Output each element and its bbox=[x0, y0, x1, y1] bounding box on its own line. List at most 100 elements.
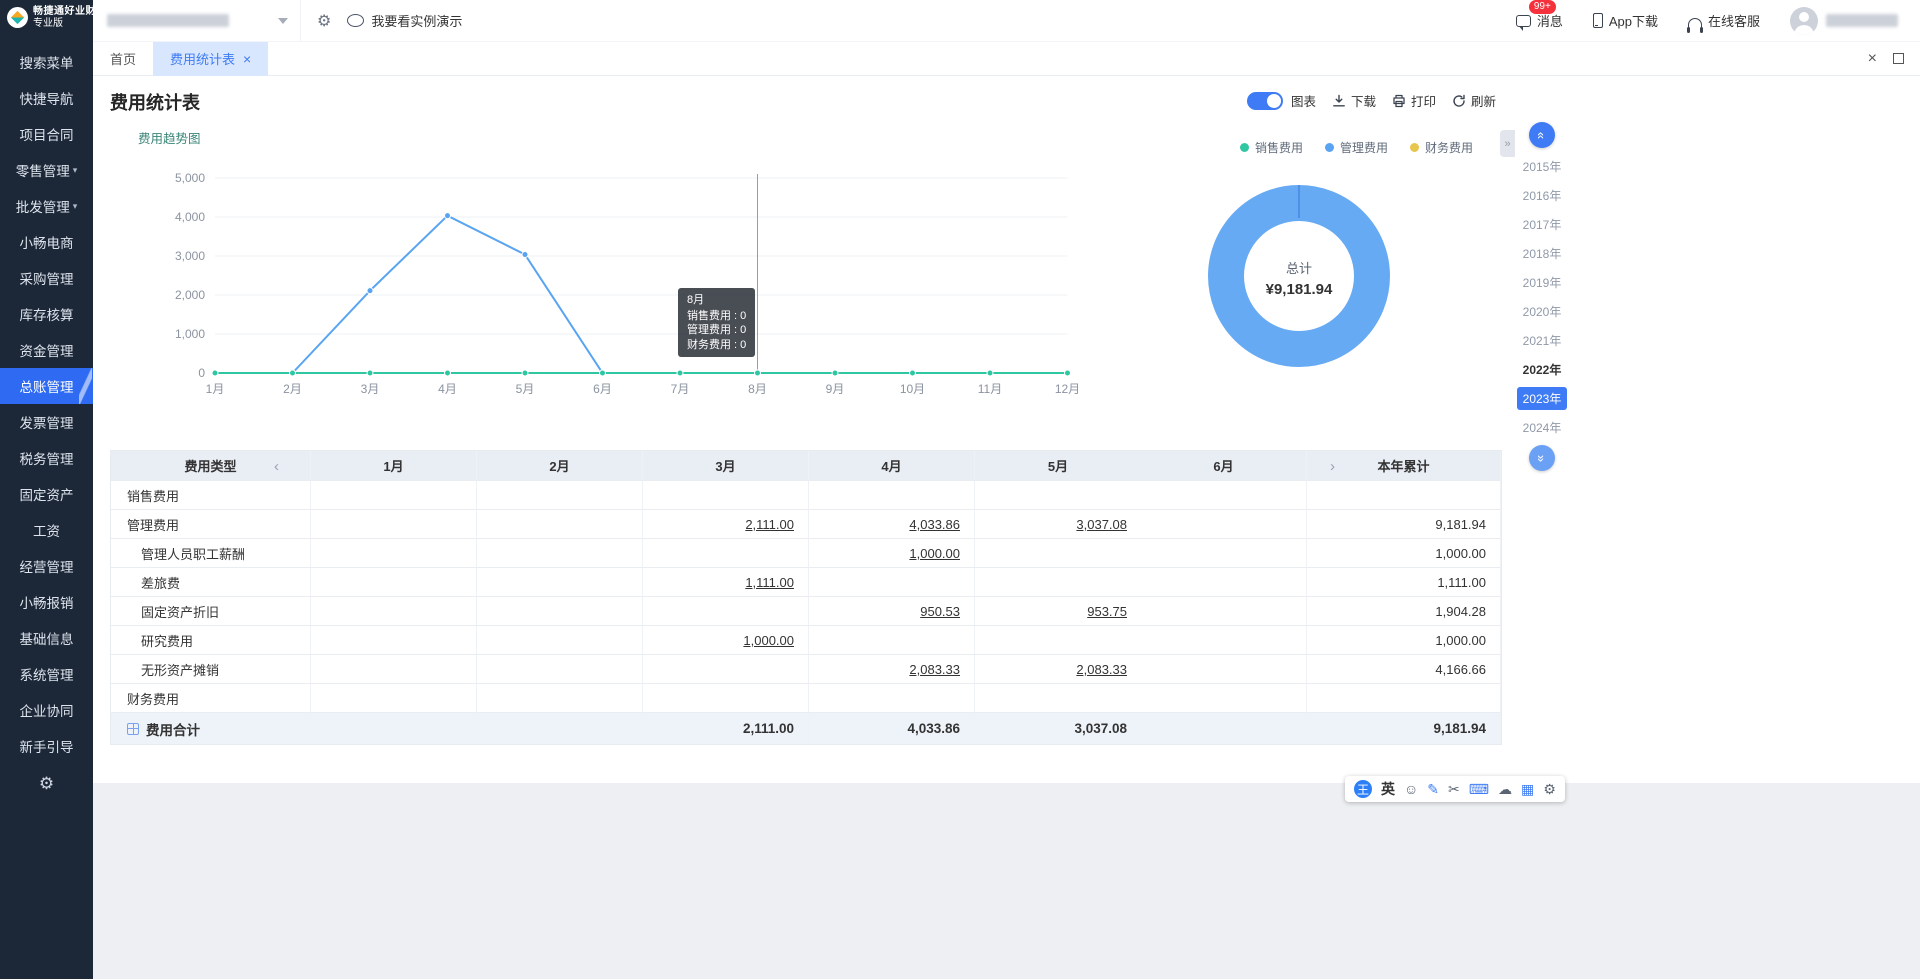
drill-link[interactable]: 2,111.00 bbox=[745, 516, 794, 532]
sidebar-item-13[interactable]: 工资 bbox=[0, 512, 93, 548]
download-icon bbox=[1333, 94, 1345, 106]
sidebar-item-label: 固定资产 bbox=[19, 488, 74, 503]
user-account[interactable] bbox=[1790, 6, 1898, 35]
online-service-label: 在线客服 bbox=[1707, 14, 1760, 29]
svg-text:4月: 4月 bbox=[438, 382, 457, 396]
year-item-9[interactable]: 2024年 bbox=[1515, 413, 1569, 442]
drill-link[interactable]: 2,083.33 bbox=[909, 661, 960, 677]
legend-item-1[interactable]: 管理费用 bbox=[1325, 139, 1388, 156]
drill-link[interactable]: 1,111.00 bbox=[745, 574, 794, 590]
year-item-6[interactable]: 2021年 bbox=[1515, 326, 1569, 355]
app-download-link[interactable]: App下载 bbox=[1592, 11, 1658, 30]
sidebar-item-17[interactable]: 系统管理 bbox=[0, 656, 93, 692]
year-item-label: 2019年 bbox=[1522, 276, 1562, 290]
user-avatar bbox=[1790, 6, 1818, 35]
smiley-icon[interactable]: ☺ bbox=[1404, 781, 1419, 797]
year-panel-collapse-handle[interactable]: » bbox=[1500, 130, 1515, 157]
sidebar-item-18[interactable]: 企业协同 bbox=[0, 692, 93, 728]
ime-mode-toggle[interactable]: 英 bbox=[1381, 781, 1395, 797]
drill-link[interactable]: 953.75 bbox=[1087, 603, 1127, 619]
download-button[interactable]: 下载 bbox=[1332, 91, 1376, 110]
ime-gear-icon[interactable]: ⚙ bbox=[1543, 781, 1556, 797]
sidebar-item-0[interactable]: 搜索菜单 bbox=[0, 44, 93, 80]
year-item-label: 2015年 bbox=[1522, 160, 1562, 174]
sidebar-item-9[interactable]: 总账管理 bbox=[0, 368, 93, 404]
year-item-8[interactable]: 2023年 bbox=[1515, 384, 1569, 413]
sidebar-item-12[interactable]: 固定资产 bbox=[0, 476, 93, 512]
legend-item-2[interactable]: 财务费用 bbox=[1410, 139, 1473, 156]
messages-link[interactable]: 消息 99+ bbox=[1515, 0, 1563, 31]
tab-home[interactable]: 首页 bbox=[93, 42, 153, 76]
year-item-label: 2023年 bbox=[1516, 387, 1568, 410]
sidebar-item-19[interactable]: 新手引导 bbox=[0, 728, 93, 764]
pen-icon[interactable]: ✎ bbox=[1427, 781, 1440, 797]
print-button[interactable]: 打印 bbox=[1392, 91, 1436, 110]
sidebar-item-6[interactable]: 采购管理 bbox=[0, 260, 93, 296]
online-service-link[interactable]: 在线客服 bbox=[1686, 11, 1760, 33]
year-item-0[interactable]: 2015年 bbox=[1515, 152, 1569, 181]
table-header-3: 3月 bbox=[643, 451, 809, 481]
year-item-3[interactable]: 2018年 bbox=[1515, 239, 1569, 268]
drill-link[interactable]: 2,083.33 bbox=[1076, 661, 1127, 677]
sidebar-gear-icon[interactable]: ⚙ bbox=[38, 774, 55, 793]
tab-expense-report[interactable]: 费用统计表 × bbox=[153, 41, 269, 76]
sidebar-item-1[interactable]: 快捷导航 bbox=[0, 80, 93, 116]
brand-name: 畅捷通好业财 bbox=[33, 6, 96, 17]
cloud-icon[interactable]: ☁ bbox=[1497, 781, 1512, 797]
table-footer-label-text: 费用合计 bbox=[146, 722, 200, 738]
close-tabs-icon[interactable]: × bbox=[1867, 49, 1877, 67]
sidebar-item-label: 企业协同 bbox=[19, 704, 74, 719]
chart-view-toggle[interactable] bbox=[1246, 91, 1283, 110]
app-download-label: App下载 bbox=[1608, 14, 1658, 29]
sidebar-item-15[interactable]: 小畅报销 bbox=[0, 584, 93, 620]
sidebar-item-7[interactable]: 库存核算 bbox=[0, 296, 93, 332]
table-cell-7-4 bbox=[975, 684, 1141, 713]
table-cell-2-0 bbox=[311, 539, 477, 568]
sidebar-item-14[interactable]: 经营管理 bbox=[0, 548, 93, 584]
drill-link[interactable]: 1,000.00 bbox=[743, 632, 794, 648]
table-footer-cell-3: 4,033.86 bbox=[809, 713, 975, 744]
year-item-5[interactable]: 2020年 bbox=[1515, 297, 1569, 326]
keyboard-icon[interactable]: ⌨ bbox=[1468, 781, 1489, 797]
year-item-7[interactable]: 2022年 bbox=[1515, 355, 1569, 384]
drill-link[interactable]: 1,000.00 bbox=[909, 545, 960, 561]
table-cell-1-4: 3,037.08 bbox=[975, 510, 1141, 539]
table-cell-4-4: 953.75 bbox=[975, 597, 1141, 626]
demo-link[interactable]: 我要看实例演示 bbox=[347, 11, 462, 30]
topbar-gear-icon[interactable]: ⚙ bbox=[317, 12, 332, 30]
drill-link[interactable]: 950.53 bbox=[920, 603, 960, 619]
refresh-button[interactable]: 刷新 bbox=[1452, 91, 1496, 110]
fullscreen-icon[interactable] bbox=[1893, 53, 1904, 64]
drill-link[interactable]: 4,033.86 bbox=[909, 516, 960, 532]
years-scroll-up-button[interactable]: « bbox=[1529, 122, 1555, 148]
scissors-icon[interactable]: ✂ bbox=[1448, 781, 1460, 797]
company-select[interactable] bbox=[93, 0, 301, 42]
years-scroll-down-button[interactable]: » bbox=[1529, 445, 1555, 471]
sidebar-item-5[interactable]: 小畅电商 bbox=[0, 224, 93, 260]
year-item-2[interactable]: 2017年 bbox=[1515, 210, 1569, 239]
sidebar-item-2[interactable]: 项目合同 bbox=[0, 116, 93, 152]
table-cell-4-0 bbox=[311, 597, 477, 626]
sidebar-item-11[interactable]: 税务管理 bbox=[0, 440, 93, 476]
year-item-1[interactable]: 2016年 bbox=[1515, 181, 1569, 210]
sidebar-item-label: 零售管理 bbox=[15, 164, 70, 179]
sidebar-item-16[interactable]: 基础信息 bbox=[0, 620, 93, 656]
sidebar-item-3[interactable]: 零售管理 ▾ bbox=[0, 152, 93, 188]
table-cell-6-2 bbox=[643, 655, 809, 684]
svg-text:6月: 6月 bbox=[593, 382, 612, 396]
table-row-label-6: 无形资产摊销 bbox=[111, 655, 311, 684]
year-item-4[interactable]: 2019年 bbox=[1515, 268, 1569, 297]
tab-close-icon[interactable]: × bbox=[243, 50, 252, 67]
sidebar-item-8[interactable]: 资金管理 bbox=[0, 332, 93, 368]
sidebar-item-10[interactable]: 发票管理 bbox=[0, 404, 93, 440]
legend-item-0[interactable]: 销售费用 bbox=[1240, 139, 1303, 156]
scroll-months-next-icon[interactable]: › bbox=[1330, 457, 1335, 475]
caret-down-icon: ▾ bbox=[72, 164, 78, 175]
scroll-months-prev-icon[interactable]: ‹ bbox=[274, 457, 279, 475]
page-controls: 图表 下载 打印 刷新 bbox=[1246, 91, 1496, 110]
ime-lang-badge[interactable]: 王 bbox=[1354, 780, 1372, 798]
grid-icon[interactable]: ▦ bbox=[1520, 781, 1535, 797]
sidebar-item-4[interactable]: 批发管理 ▾ bbox=[0, 188, 93, 224]
drill-link[interactable]: 3,037.08 bbox=[1076, 516, 1127, 532]
